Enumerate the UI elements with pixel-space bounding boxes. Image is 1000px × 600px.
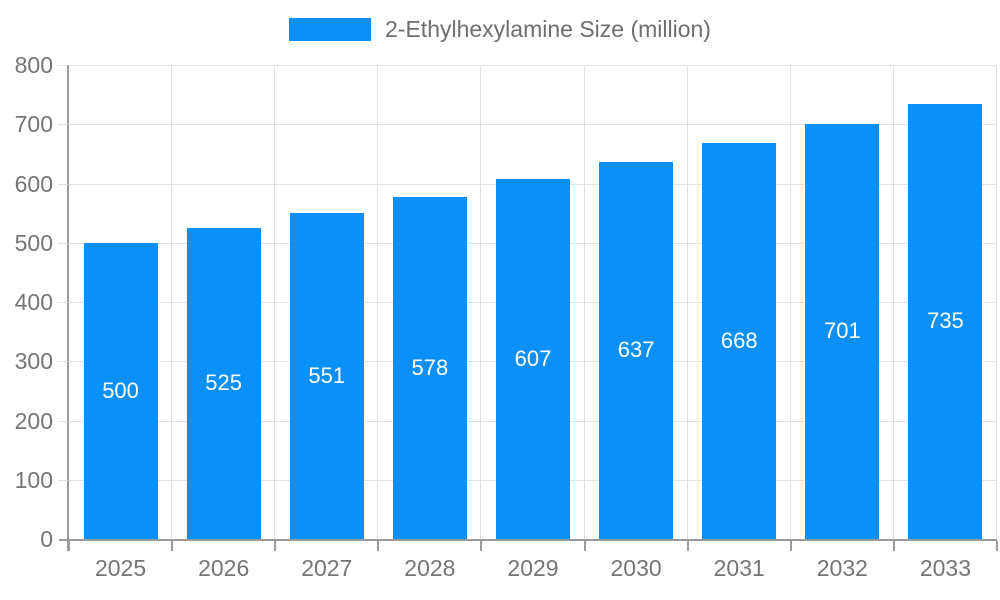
bar-2033: 735	[908, 103, 983, 539]
y-axis-tick	[58, 183, 68, 185]
x-axis-label: 2026	[198, 555, 250, 581]
v-gridline	[583, 65, 585, 539]
x-axis-tick	[583, 541, 586, 551]
chart-legend[interactable]: 2-Ethylhexylamine Size (million)	[0, 16, 1000, 43]
x-axis-tick	[686, 541, 689, 551]
legend-swatch-icon	[289, 18, 372, 41]
x-axis-tick	[171, 541, 174, 551]
bar-value-label: 735	[927, 308, 964, 334]
v-gridline	[686, 65, 688, 539]
v-gridline	[996, 65, 997, 539]
bar-2031: 668	[702, 143, 777, 539]
v-gridline	[480, 65, 482, 539]
y-axis-label: 200	[14, 407, 53, 434]
x-axis-tick	[68, 541, 70, 551]
bar-2030: 637	[599, 161, 674, 539]
y-axis-tick	[58, 361, 68, 363]
bar-value-label: 578	[411, 354, 449, 380]
x-axis-label: 2031	[713, 555, 765, 581]
y-axis-tick	[58, 479, 68, 481]
x-axis-tick	[377, 541, 380, 551]
x-axis-tick	[892, 541, 895, 551]
y-axis-label: 700	[14, 111, 53, 138]
x-axis-label: 2027	[301, 555, 353, 581]
bar-value-label: 607	[514, 346, 552, 372]
y-axis-label: 0	[40, 526, 53, 552]
y-axis-tick	[58, 242, 68, 244]
h-gridline	[69, 65, 997, 66]
v-gridline	[274, 65, 276, 539]
v-gridline	[171, 65, 173, 539]
bar-2025: 500	[83, 242, 158, 539]
x-axis-label: 2033	[919, 555, 972, 581]
y-axis-label: 800	[14, 52, 53, 78]
x-axis-extension	[59, 539, 69, 541]
bar-value-label: 701	[823, 318, 861, 344]
plot-area: 0 100 200 300 400 500 600 700 800 500 2025 525 2026 5…	[15, 54, 998, 581]
y-axis-label: 400	[14, 289, 53, 315]
x-axis-tick	[789, 541, 792, 551]
bar-2029: 607	[496, 179, 570, 539]
y-axis-label: 500	[14, 229, 53, 256]
x-axis-tick	[274, 541, 277, 551]
v-gridline	[892, 65, 894, 539]
bar-value-label: 551	[308, 362, 346, 388]
v-gridline	[789, 65, 791, 539]
h-gridline	[69, 124, 997, 126]
x-axis-label: 2028	[404, 555, 456, 581]
y-axis-label: 100	[14, 466, 53, 493]
x-axis-label: 2030	[610, 555, 662, 581]
bar-value-label: 637	[617, 337, 655, 363]
bar-value-label: 525	[205, 370, 243, 396]
y-axis-tick	[58, 302, 68, 303]
x-axis-label: 2025	[94, 555, 147, 581]
bar-2027: 551	[289, 212, 364, 539]
x-axis-tick	[480, 541, 483, 551]
y-axis-label: 600	[14, 170, 53, 197]
y-axis-tick	[58, 420, 68, 422]
y-axis-label: 300	[14, 348, 53, 375]
legend-label: 2-Ethylhexylamine Size (million)	[385, 16, 711, 42]
bar-value-label: 668	[720, 328, 758, 354]
x-axis-tick	[996, 541, 998, 551]
x-axis-label: 2032	[816, 555, 868, 581]
bar-2026: 525	[186, 227, 261, 539]
bar-2032: 701	[805, 123, 880, 539]
v-gridline	[377, 65, 379, 539]
y-axis-tick	[58, 124, 68, 126]
bar-2028: 578	[392, 196, 467, 539]
x-axis-label: 2029	[507, 555, 559, 581]
bar-value-label: 500	[102, 377, 139, 403]
y-axis-tick	[58, 65, 68, 66]
